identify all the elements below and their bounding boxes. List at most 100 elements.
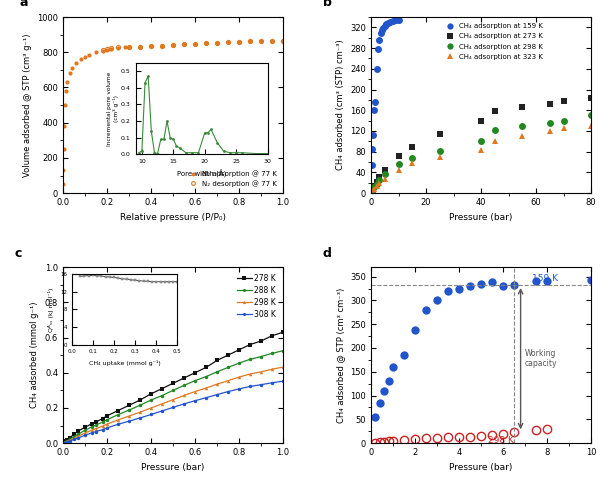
CH₄ adsorption at 298 K: [478, 138, 485, 144]
288 K: [88, 424, 95, 430]
Line: N₂ adsorption @ 77 K: N₂ adsorption @ 77 K: [61, 38, 285, 187]
CH₄ adsorption at 298 K: [518, 123, 526, 129]
159 K: [455, 285, 463, 291]
288 K: [136, 402, 143, 408]
N₂ adsorption @ 77 K: [62, 102, 69, 108]
Line: CH₄ adsorption at 298 K: CH₄ adsorption at 298 K: [368, 112, 595, 194]
278 K: [191, 370, 199, 375]
298 K: [148, 405, 155, 411]
CH₄ adsorption at 323 K: [373, 184, 380, 189]
CH₄ adsorption at 323 K: [518, 133, 526, 139]
308 K: [66, 438, 73, 444]
CH₄ adsorption at 323 K: [370, 186, 377, 192]
308 K: [92, 429, 100, 434]
298 K: [257, 369, 265, 375]
298 K: [82, 430, 89, 436]
278 K: [280, 329, 287, 335]
298 K: [224, 378, 232, 384]
Y-axis label: CH₄ adsorbed (mmol g⁻¹): CH₄ adsorbed (mmol g⁻¹): [31, 302, 40, 409]
298 K: [103, 421, 110, 427]
288 K: [280, 348, 287, 354]
298 K: [88, 428, 95, 433]
Text: a: a: [19, 0, 28, 9]
CH₄ adsorption at 159 K: [376, 37, 383, 43]
CH₄ adsorption at 323 K: [546, 128, 553, 134]
278 K: [235, 347, 242, 353]
298 K: [92, 426, 100, 431]
298 K: [532, 427, 539, 433]
298 K: [64, 438, 71, 444]
CH₄ adsorption at 323 K: [409, 160, 416, 166]
159 K: [532, 279, 539, 284]
298 K: [499, 431, 506, 436]
298 K: [169, 397, 176, 403]
278 K: [88, 421, 95, 427]
CH₄ adsorption at 298 K: [373, 181, 380, 187]
298 K: [380, 439, 388, 445]
288 K: [224, 365, 232, 371]
308 K: [125, 418, 133, 424]
CH₄ adsorption at 298 K: [436, 148, 443, 153]
N₂ adsorption @ 77 K: [214, 39, 221, 45]
CH₄ adsorption at 159 K: [381, 23, 388, 29]
278 K: [136, 397, 143, 403]
CH₄ adsorption at 273 K: [368, 187, 376, 193]
308 K: [136, 415, 143, 421]
298 K: [422, 435, 430, 441]
CH₄ adsorption at 159 K: [374, 46, 382, 52]
298 K: [158, 401, 166, 407]
278 K: [214, 357, 221, 363]
308 K: [214, 392, 221, 397]
298 K: [75, 433, 82, 439]
278 K: [268, 333, 275, 338]
298 K: [385, 438, 392, 444]
308 K: [70, 436, 77, 442]
CH₄ adsorption at 159 K: [370, 107, 377, 113]
N₂ desorption @ 77 K: [125, 44, 133, 50]
159 K: [433, 298, 440, 303]
CH₄ adsorption at 323 K: [587, 123, 595, 129]
N₂ adsorption @ 77 K: [73, 60, 80, 66]
CH₄ adsorption at 273 K: [518, 104, 526, 110]
N₂ adsorption @ 77 K: [224, 39, 232, 45]
298 K: [62, 439, 69, 445]
CH₄ adsorption at 273 K: [478, 118, 485, 124]
Text: c: c: [14, 246, 22, 260]
278 K: [148, 391, 155, 397]
288 K: [181, 382, 188, 388]
278 K: [70, 431, 77, 437]
CH₄ adsorption at 159 K: [395, 17, 402, 22]
278 K: [66, 435, 73, 441]
288 K: [99, 419, 106, 425]
Line: 288 K: 288 K: [62, 349, 285, 444]
CH₄ adsorption at 159 K: [380, 25, 387, 31]
278 K: [247, 342, 254, 348]
308 K: [268, 380, 275, 386]
288 K: [235, 360, 242, 366]
Line: CH₄ adsorption at 273 K: CH₄ adsorption at 273 K: [369, 95, 594, 194]
308 K: [235, 386, 242, 392]
N₂ desorption @ 77 K: [235, 39, 242, 45]
N₂ adsorption @ 77 K: [181, 41, 188, 47]
298 K: [235, 374, 242, 380]
N₂ desorption @ 77 K: [136, 44, 143, 50]
298 K: [445, 434, 452, 440]
N₂ adsorption @ 77 K: [247, 38, 254, 44]
308 K: [191, 398, 199, 404]
298 K: [488, 432, 496, 438]
N₂ adsorption @ 77 K: [103, 47, 110, 53]
278 K: [75, 428, 82, 434]
N₂ adsorption @ 77 K: [148, 43, 155, 49]
CH₄ adsorption at 159 K: [377, 30, 384, 36]
N₂ desorption @ 77 K: [202, 40, 209, 46]
X-axis label: Pressure (bar): Pressure (bar): [449, 463, 512, 471]
N₂ adsorption @ 77 K: [235, 39, 242, 45]
Line: 278 K: 278 K: [62, 331, 285, 444]
159 K: [422, 307, 430, 313]
278 K: [103, 413, 110, 419]
159 K: [499, 283, 506, 289]
288 K: [75, 431, 82, 437]
Text: 159 K: 159 K: [532, 274, 557, 283]
298 K: [372, 440, 379, 446]
288 K: [202, 374, 209, 379]
